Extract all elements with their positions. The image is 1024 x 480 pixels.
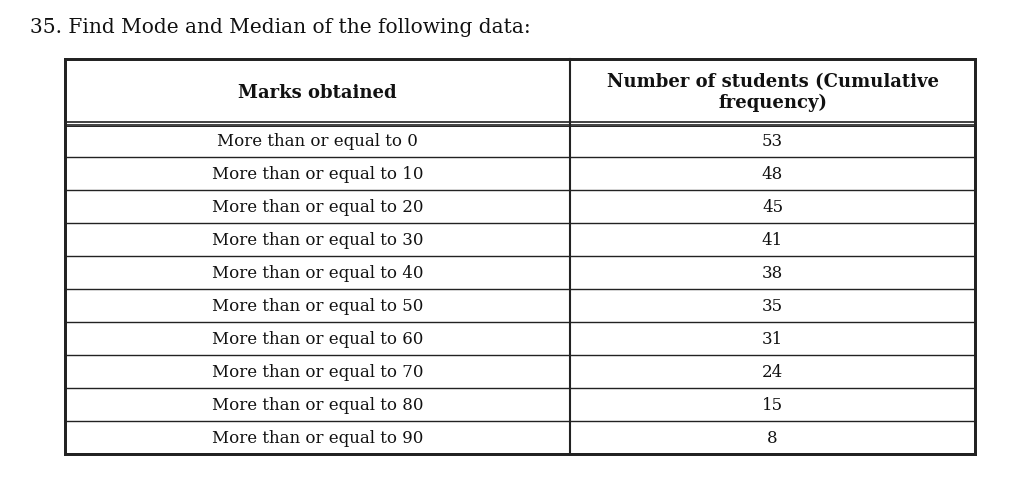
Text: More than or equal to 70: More than or equal to 70 [212, 363, 423, 380]
Text: Marks obtained: Marks obtained [239, 84, 397, 101]
Text: 31: 31 [762, 330, 783, 347]
Text: 24: 24 [762, 363, 783, 380]
Text: 8: 8 [767, 429, 778, 446]
Text: More than or equal to 30: More than or equal to 30 [212, 231, 423, 249]
Text: 35. Find Mode and Median of the following data:: 35. Find Mode and Median of the followin… [30, 18, 530, 37]
Text: More than or equal to 40: More than or equal to 40 [212, 264, 423, 281]
Text: 53: 53 [762, 133, 783, 150]
Text: More than or equal to 10: More than or equal to 10 [212, 166, 423, 182]
Text: 35: 35 [762, 298, 783, 314]
Text: More than or equal to 80: More than or equal to 80 [212, 396, 423, 413]
Text: More than or equal to 90: More than or equal to 90 [212, 429, 423, 446]
Text: More than or equal to 60: More than or equal to 60 [212, 330, 423, 347]
Text: 38: 38 [762, 264, 783, 281]
Text: More than or equal to 20: More than or equal to 20 [212, 199, 423, 216]
Text: 48: 48 [762, 166, 783, 182]
Text: 15: 15 [762, 396, 783, 413]
Text: 41: 41 [762, 231, 783, 249]
Text: Number of students (Cumulative
frequency): Number of students (Cumulative frequency… [606, 73, 939, 112]
Text: More than or equal to 50: More than or equal to 50 [212, 298, 423, 314]
Text: More than or equal to 0: More than or equal to 0 [217, 133, 418, 150]
Text: 45: 45 [762, 199, 783, 216]
